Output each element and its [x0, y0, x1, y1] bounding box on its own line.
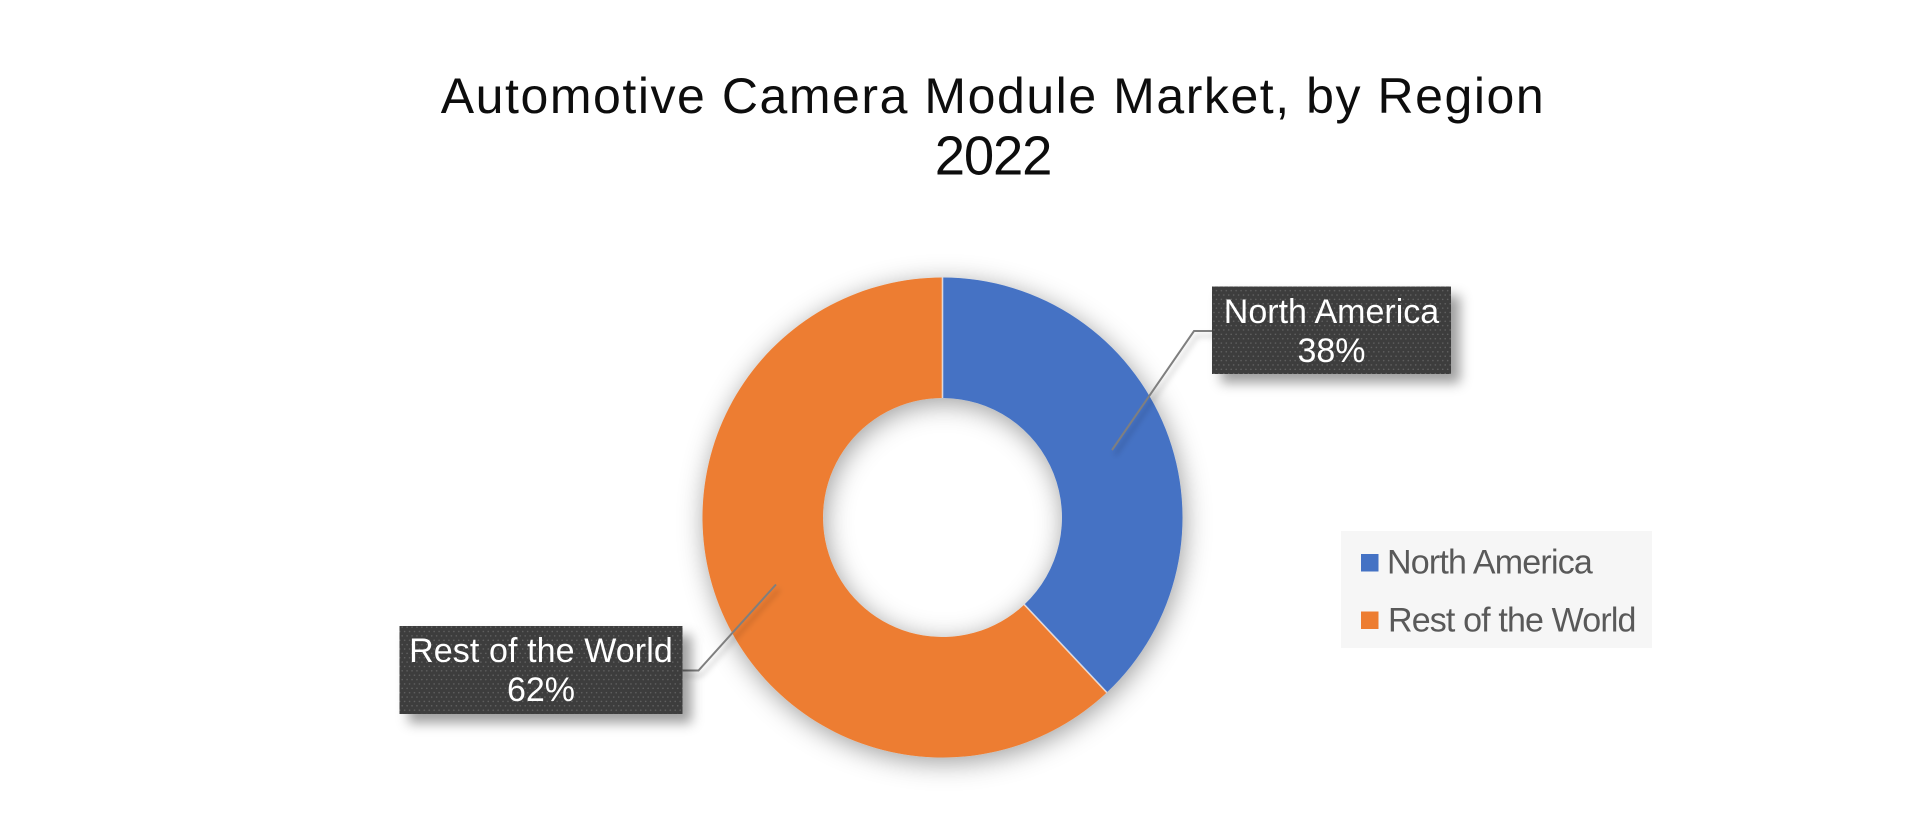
svg-text:62%: 62% [507, 671, 575, 709]
svg-text:Rest of the World: Rest of the World [1388, 602, 1636, 640]
svg-text:2022: 2022 [935, 126, 1051, 187]
svg-text:Rest of the World: Rest of the World [409, 632, 673, 670]
svg-text:North America: North America [1224, 293, 1439, 331]
svg-text:38%: 38% [1297, 332, 1365, 370]
svg-text:Automotive Camera Module Marke: Automotive Camera Module Market, by Regi… [441, 68, 1545, 124]
svg-text:North America: North America [1387, 544, 1593, 582]
